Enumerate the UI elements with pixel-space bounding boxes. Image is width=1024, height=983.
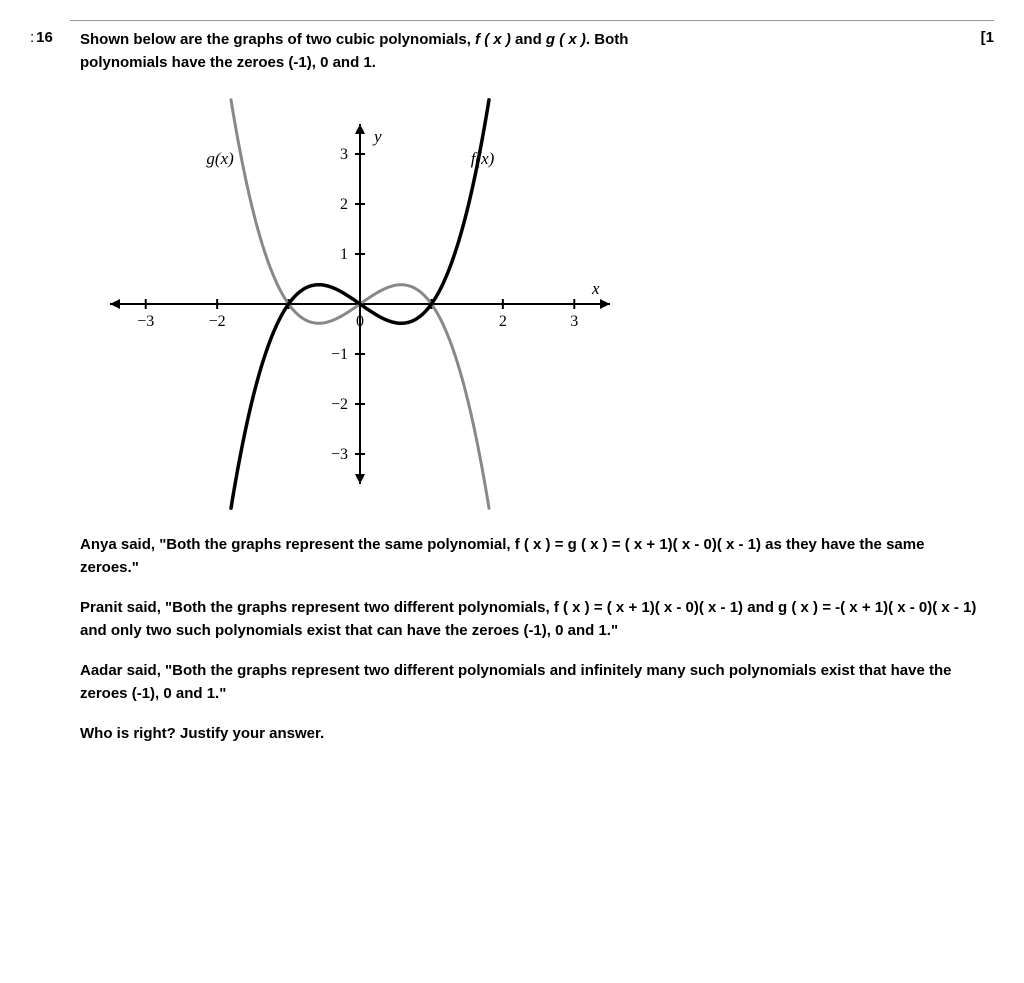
svg-text:f(x): f(x) [471,149,495,168]
svg-text:−1: −1 [331,346,348,363]
svg-text:−2: −2 [209,313,226,330]
qnum-prefix: : [30,29,34,46]
svg-text:−2: −2 [331,396,348,413]
qtext-and: and [511,31,546,48]
aadar-statement: Aadar said, "Both the graphs represent t… [80,660,980,705]
chart-container: −3 −2 0 2 3 −3 −2 −1 1 2 3 y x f(x) g(x) [80,94,994,514]
qtext-part1: Shown below are the graphs of two cubic … [80,31,475,48]
pranit-statement: Pranit said, "Both the graphs represent … [80,597,980,642]
svg-text:3: 3 [340,146,348,163]
question-number: :16 [30,29,80,46]
svg-text:0: 0 [356,313,364,330]
top-rule [70,20,994,21]
svg-text:x: x [591,279,600,298]
question-header: :16 Shown below are the graphs of two cu… [30,29,994,74]
anya-statement: Anya said, "Both the graphs represent th… [80,534,980,579]
mark-label: [1 [981,29,994,46]
svg-text:3: 3 [570,313,578,330]
svg-text:1: 1 [340,246,348,263]
qtext-fx: f ( x ) [475,31,511,48]
svg-text:y: y [372,127,382,146]
svg-text:2: 2 [340,196,348,213]
prompt-statement: Who is right? Justify your answer. [80,723,980,746]
svg-text:−3: −3 [331,446,348,463]
svg-text:−3: −3 [137,313,154,330]
qtext-end1: . Both [586,31,629,48]
svg-text:2: 2 [499,313,507,330]
qnum-value: 16 [36,29,53,46]
qtext-gx: g ( x ) [546,31,586,48]
cubic-chart: −3 −2 0 2 3 −3 −2 −1 1 2 3 y x f(x) g(x) [80,94,640,514]
question-text: Shown below are the graphs of two cubic … [80,29,961,74]
qtext-line2: polynomials have the zeroes (-1), 0 and … [80,54,376,71]
svg-text:g(x): g(x) [206,149,234,168]
